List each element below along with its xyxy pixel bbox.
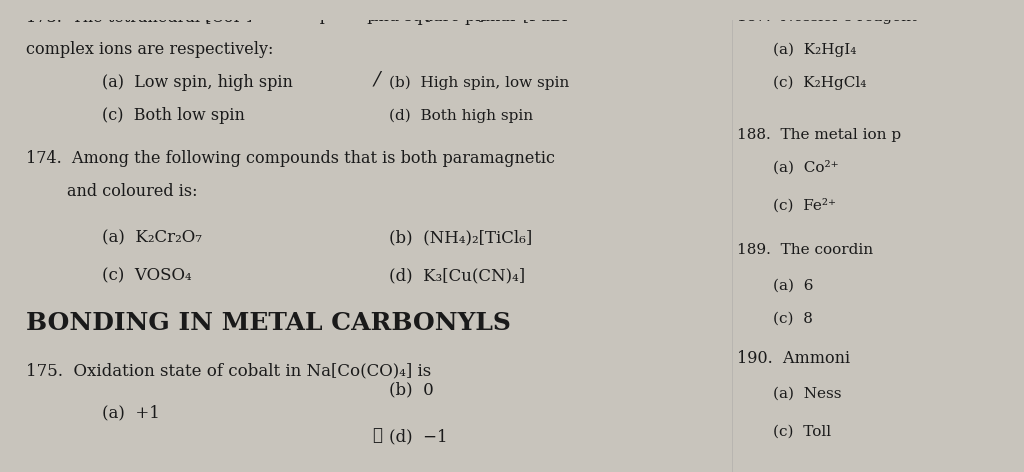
Text: (a)  6: (a) 6 <box>773 278 814 293</box>
Text: (d)  −1: (d) −1 <box>389 428 447 445</box>
Text: 174.  Among the following compounds that is both paramagnetic: 174. Among the following compounds that … <box>26 150 555 167</box>
Text: (a)  K₂Cr₂O₇: (a) K₂Cr₂O₇ <box>102 230 203 247</box>
Text: 189.  The coordin: 189. The coordin <box>737 243 873 257</box>
Text: 175.  Oxidation state of cobalt in Na[Co(CO)₄] is: 175. Oxidation state of cobalt in Na[Co(… <box>26 362 431 379</box>
Text: ✓: ✓ <box>372 427 382 444</box>
Text: /: / <box>374 71 380 89</box>
Text: (b)  High spin, low spin: (b) High spin, low spin <box>389 76 569 90</box>
Text: (b)  0: (b) 0 <box>389 381 434 398</box>
Text: (c)  Toll: (c) Toll <box>773 425 831 439</box>
Text: and coloured is:: and coloured is: <box>67 183 197 200</box>
Text: (a)  Ness: (a) Ness <box>773 387 842 401</box>
Text: (b)  (NH₄)₂[TiCl₆]: (b) (NH₄)₂[TiCl₆] <box>389 230 532 247</box>
Text: 187.  Nessler’s reagent: 187. Nessler’s reagent <box>737 9 918 24</box>
Text: (a)  K₂HgI₄: (a) K₂HgI₄ <box>773 42 856 57</box>
Text: (a)  Low spin, high spin: (a) Low spin, high spin <box>102 74 293 91</box>
Text: 173.  The tetrahedral [CoI: 173. The tetrahedral [CoI <box>26 8 240 25</box>
Text: (d)  Both high spin: (d) Both high spin <box>389 109 534 123</box>
Text: (c)  Both low spin: (c) Both low spin <box>102 107 246 124</box>
Text: (c)  8: (c) 8 <box>773 312 813 326</box>
Text: complex ions are respectively:: complex ions are respectively: <box>26 41 273 58</box>
Text: 188.  The metal ion p: 188. The metal ion p <box>737 127 901 142</box>
Text: BONDING IN METAL CARBONYLS: BONDING IN METAL CARBONYLS <box>26 312 511 335</box>
Text: 173.  The tetrahedral [CoI₄]⁻  and square planar [PdBr₄]²⁻: 173. The tetrahedral [CoI₄]⁻ and square … <box>26 0 499 9</box>
Text: and square planar [PdBr: and square planar [PdBr <box>369 8 569 25</box>
Bar <box>0 0 1024 20</box>
Text: (a)  +1: (a) +1 <box>102 405 161 421</box>
Text: (c)  Fe²⁺: (c) Fe²⁺ <box>773 198 837 212</box>
Text: 173.  The tetrahedral [CoI₄]⁻  and square planar [PdBr₄]²⁻: 173. The tetrahedral [CoI₄]⁻ and square … <box>26 7 499 24</box>
Text: (c)  K₂HgCl₄: (c) K₂HgCl₄ <box>773 76 866 90</box>
Text: (c)  VOSO₄: (c) VOSO₄ <box>102 268 193 285</box>
Text: 190.  Ammoni: 190. Ammoni <box>737 350 850 367</box>
Text: (d)  K₃[Cu(CN)₄]: (d) K₃[Cu(CN)₄] <box>389 268 525 285</box>
Text: (a)  Co²⁺: (a) Co²⁺ <box>773 160 839 175</box>
